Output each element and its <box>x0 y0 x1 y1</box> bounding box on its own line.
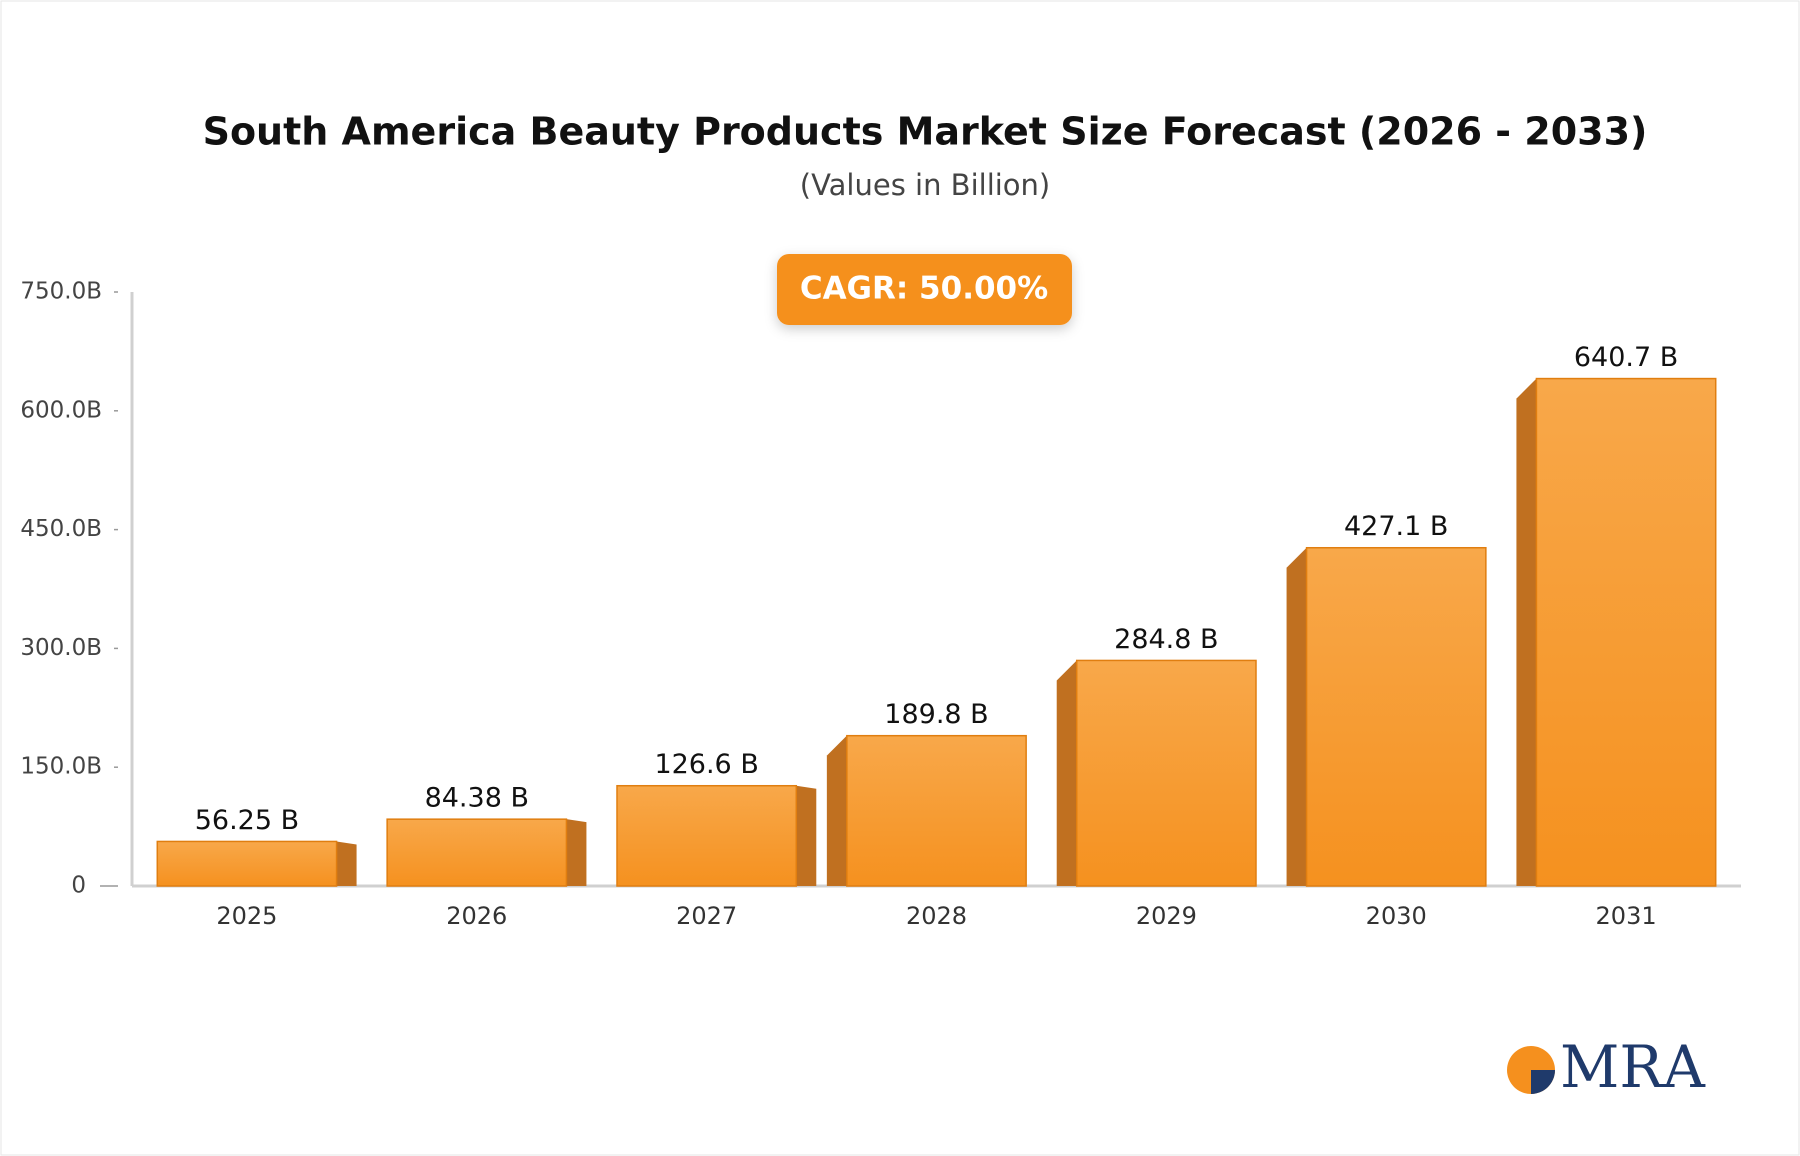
bar-side <box>566 819 587 886</box>
cagr-label: CAGR: 50.00% <box>800 271 1048 307</box>
bar-side <box>796 785 817 886</box>
x-tick-label: 2029 <box>1136 902 1197 930</box>
bar-side <box>1286 547 1307 886</box>
logo-icon-slice <box>1531 1070 1555 1094</box>
bar <box>386 818 568 887</box>
x-tick-label: 2025 <box>216 902 277 930</box>
logo-text: MRA <box>1560 1033 1706 1101</box>
bar-side <box>1056 660 1077 886</box>
bar <box>156 840 338 887</box>
bar <box>1535 377 1717 887</box>
y-tick-label: 600.0B <box>20 397 102 423</box>
value-label: 427.1 B <box>1344 511 1448 542</box>
bar-side <box>1516 378 1537 886</box>
bar <box>616 784 798 887</box>
chart-title: South America Beauty Products Market Siz… <box>203 110 1648 154</box>
x-tick-label: 2031 <box>1596 902 1657 930</box>
y-tick-label: 450.0B <box>20 516 102 542</box>
bar <box>1305 546 1487 887</box>
y-tick-label: 300.0B <box>20 635 102 661</box>
bar-side <box>336 841 357 886</box>
x-tick-label: 2026 <box>446 902 507 930</box>
x-tick-label: 2027 <box>676 902 737 930</box>
y-tick-label: 0 <box>71 873 86 899</box>
chart-subtitle: (Values in Billion) <box>800 168 1051 202</box>
y-tick-label: 750.0B <box>20 279 102 305</box>
logo: MRA <box>1507 1033 1706 1101</box>
y-tick-label: 150.0B <box>20 754 102 780</box>
value-label: 56.25 B <box>195 805 299 836</box>
x-tick-label: 2030 <box>1366 902 1427 930</box>
value-label: 84.38 B <box>425 783 529 814</box>
bar <box>846 734 1027 887</box>
x-tick-label: 2028 <box>906 902 967 930</box>
bar <box>1075 659 1257 887</box>
value-label: 189.8 B <box>884 699 988 730</box>
value-label: 284.8 B <box>1114 624 1218 655</box>
value-label: 126.6 B <box>654 749 758 780</box>
bar-side <box>826 735 847 886</box>
cagr-badge <box>777 254 1072 325</box>
value-label: 640.7 B <box>1574 342 1678 373</box>
